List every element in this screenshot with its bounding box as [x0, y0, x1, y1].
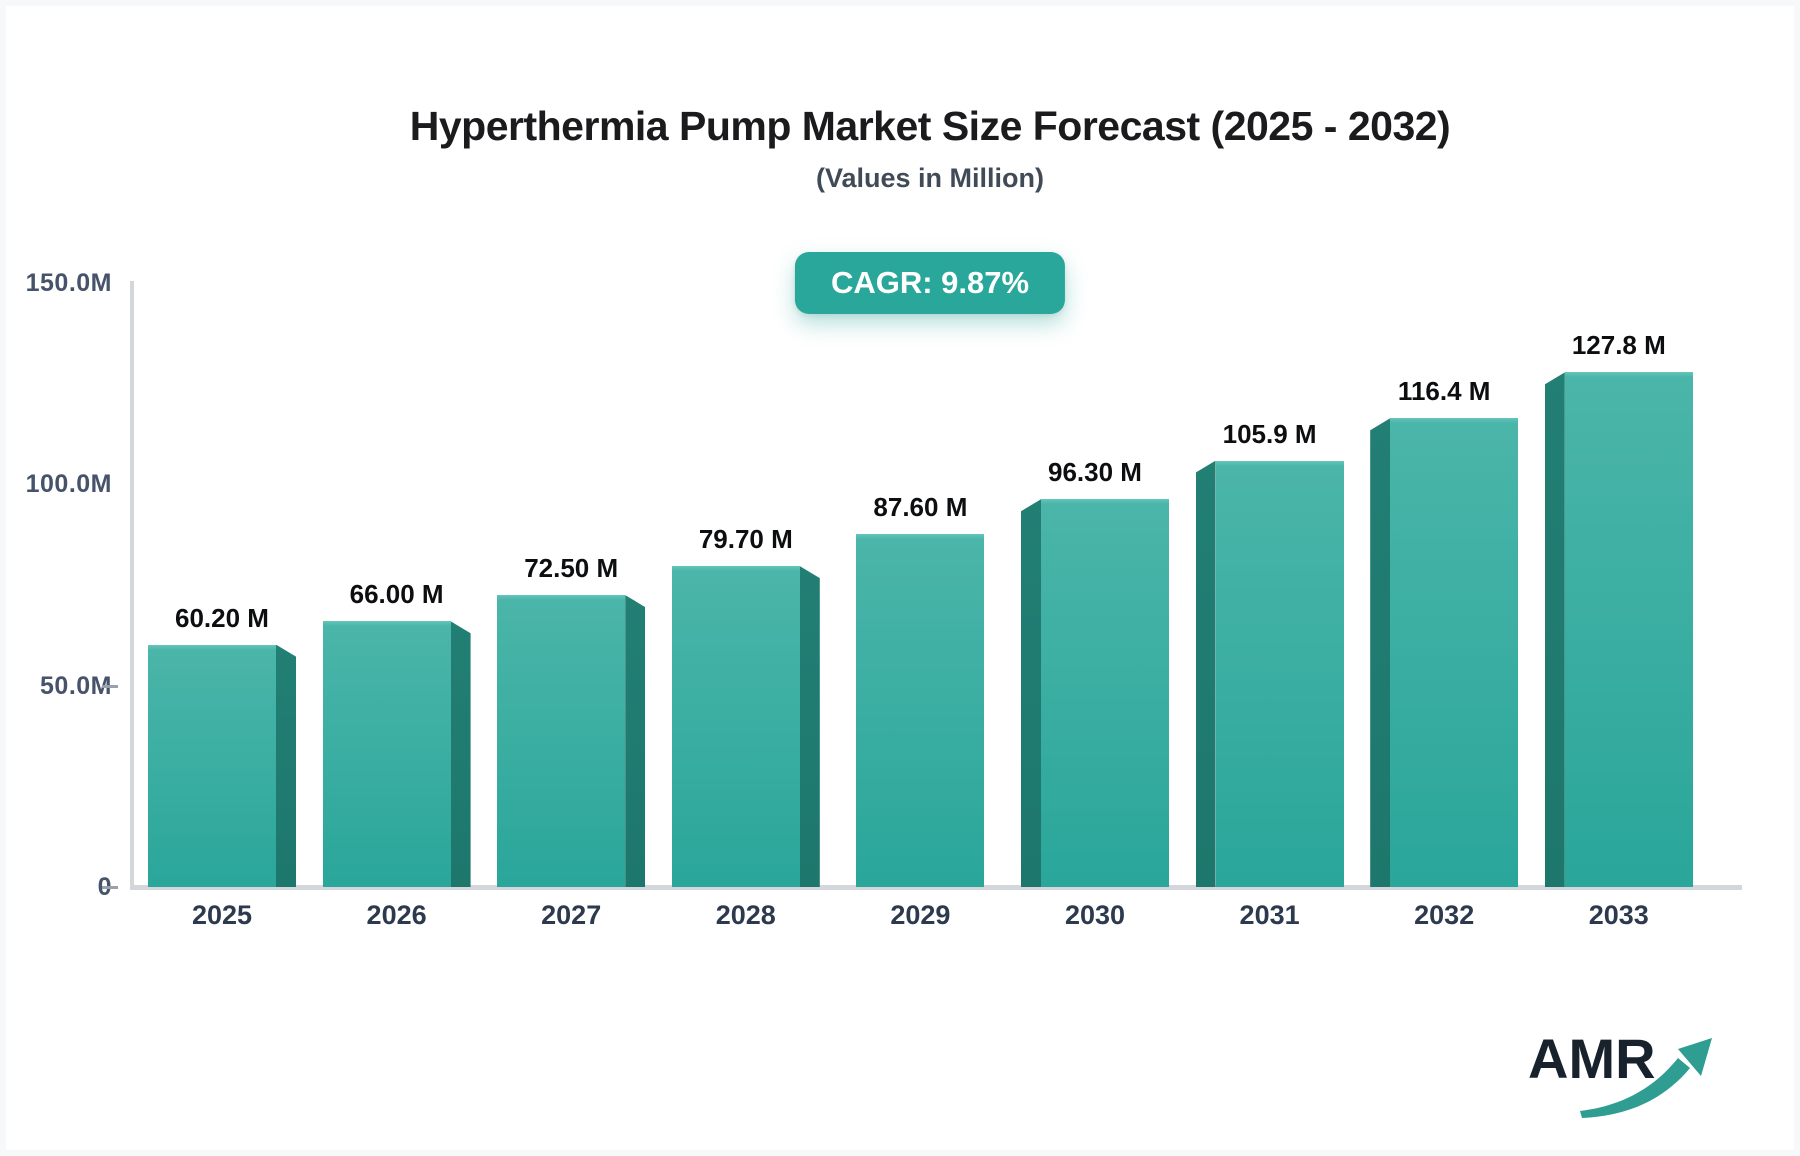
bar-2030	[1041, 499, 1169, 887]
chart-subtitle: (Values in Million)	[815, 163, 1045, 193]
bar-value-label: 96.30 M	[1048, 457, 1142, 488]
x-axis-line	[130, 885, 1742, 890]
x-axis-label-2033: 2033	[1588, 900, 1649, 930]
chart-title: Hyperthermia Pump Market Size Forecast (…	[409, 103, 1451, 149]
cagr-badge: CAGR: 9.87%	[794, 252, 1066, 314]
bar-value-label: 116.4 M	[1397, 376, 1491, 407]
y-tick-label-150.0M: 150.0M	[25, 269, 112, 297]
bar-value-label: 60.20 M	[175, 602, 269, 633]
bar-2027	[497, 595, 626, 887]
bar-side-face	[1195, 460, 1216, 887]
x-axis-label-2032: 2032	[1414, 900, 1475, 930]
x-axis-label-2027: 2027	[541, 900, 602, 930]
bar-side-face	[450, 621, 471, 887]
bar-side-face	[1370, 418, 1391, 887]
bar-value-label: 66.00 M	[349, 579, 444, 610]
bar-side-face	[1544, 372, 1565, 887]
brand-logo: AMR	[1520, 1014, 1750, 1134]
y-tick-label-50.0M: 50.0M	[40, 671, 112, 700]
x-axis-label-2026: 2026	[366, 900, 427, 930]
bar-2031	[1215, 460, 1344, 887]
growth-arrow-icon	[1580, 1038, 1712, 1118]
bar-side-face	[625, 595, 646, 887]
brand-logo-text: AMR	[1528, 1027, 1656, 1090]
bar-side-face	[799, 566, 820, 887]
bar-value-label: 79.70 M	[698, 524, 793, 555]
y-tick-mark	[102, 684, 118, 688]
bar-2033	[1564, 372, 1693, 887]
bar-value-label: 87.60 M	[873, 492, 968, 523]
y-tick-label-100.0M: 100.0M	[25, 470, 112, 499]
x-axis-label-2029: 2029	[890, 900, 951, 930]
x-axis-label-2031: 2031	[1239, 900, 1300, 930]
bar-2032	[1390, 418, 1519, 887]
bar-value-label: 72.50 M	[524, 553, 619, 584]
bar-value-label: 127.8 M	[1571, 330, 1666, 361]
bar-value-label: 105.9 M	[1222, 418, 1317, 449]
bar-2028	[671, 566, 800, 887]
bar-side-face	[276, 644, 296, 887]
bar-side-face	[1021, 499, 1041, 887]
bar-2025	[148, 644, 276, 887]
x-axis-label-2025: 2025	[191, 900, 253, 930]
x-axis-label-2030: 2030	[1064, 900, 1126, 930]
x-axis-label-2028: 2028	[715, 900, 776, 930]
bar-2026	[322, 621, 451, 887]
bar-2029	[856, 534, 985, 887]
y-tick-mark	[102, 886, 118, 889]
y-tick-label-0: 0	[4, 871, 112, 903]
y-axis-line	[130, 281, 134, 890]
